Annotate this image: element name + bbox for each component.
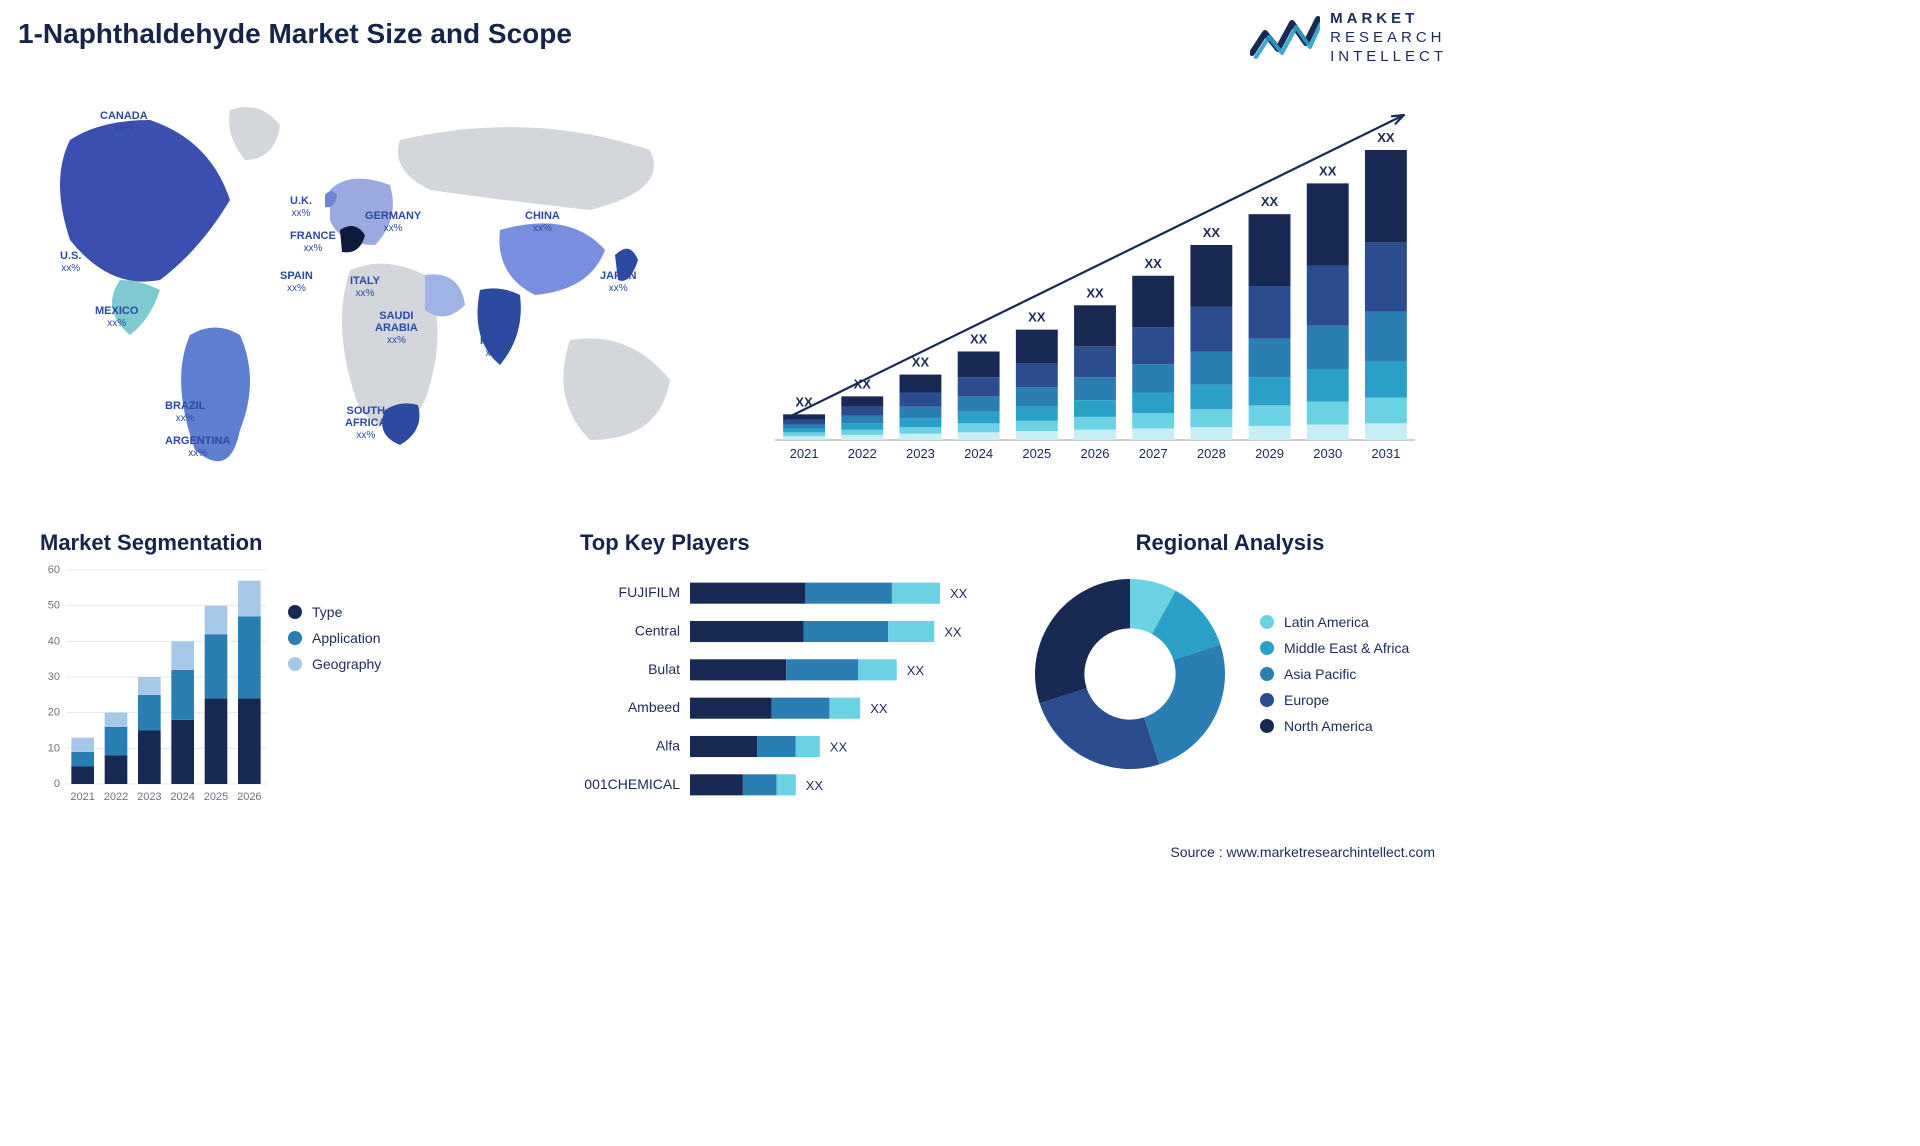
players-panel: Top Key Players FUJIFILM XX Central XX Bulat…	[580, 530, 1000, 809]
segmentation-panel: Market Segmentation 0 10 20 30 40 50 60 2021 202…	[40, 530, 460, 804]
svg-text:XX: XX	[1086, 285, 1104, 300]
logo-mark-icon	[1250, 13, 1320, 63]
logo-text-2: RESEARCH	[1330, 29, 1447, 48]
svg-text:2025: 2025	[204, 791, 228, 803]
page-title: 1-Naphthaldehyde Market Size and Scope	[18, 18, 572, 50]
segmentation-title: Market Segmentation	[40, 530, 460, 556]
svg-text:0: 0	[54, 778, 60, 790]
svg-text:XX: XX	[830, 740, 848, 755]
regional-panel: Regional Analysis Latin America Middle Ea…	[1020, 530, 1440, 784]
svg-text:XX: XX	[1377, 130, 1395, 145]
svg-text:30: 30	[48, 671, 60, 683]
map-label: GERMANYxx%	[365, 210, 421, 234]
logo-text-1: MARKET	[1330, 10, 1447, 29]
segmentation-legend: Type Application Geography	[288, 604, 381, 672]
svg-text:2026: 2026	[237, 791, 261, 803]
players-title: Top Key Players	[580, 530, 1000, 556]
svg-text:XX: XX	[1145, 256, 1163, 271]
map-label: U.K.xx%	[290, 195, 312, 219]
svg-text:Central: Central	[635, 623, 680, 639]
svg-text:2030: 2030	[1313, 446, 1342, 461]
svg-text:2022: 2022	[848, 446, 877, 461]
map-label: SOUTHAFRICAxx%	[345, 405, 387, 441]
map-label: ITALYxx%	[350, 275, 380, 299]
map-label: INDIAxx%	[480, 335, 510, 359]
svg-text:XX: XX	[1261, 194, 1279, 209]
svg-text:Alfa: Alfa	[656, 738, 680, 754]
segmentation-chart: 0 10 20 30 40 50 60 2021 2022 2023 2024 2025 2026	[40, 564, 270, 804]
world-map: CANADAxx% U.S.xx% MEXICOxx% BRAZILxx% ARGENT…	[30, 80, 710, 480]
svg-text:FUJIFILM: FUJIFILM	[619, 584, 680, 600]
svg-text:60: 60	[48, 564, 60, 576]
svg-text:XX: XX	[870, 701, 888, 716]
svg-text:XX: XX	[1028, 310, 1046, 325]
svg-text:XX: XX	[1203, 225, 1221, 240]
legend-item: Europe	[1260, 692, 1409, 708]
legend-item: Application	[288, 630, 381, 646]
svg-text:2025: 2025	[1022, 446, 1051, 461]
regional-title: Regional Analysis	[1020, 530, 1440, 556]
legend-item: North America	[1260, 718, 1409, 734]
legend-item: Type	[288, 604, 381, 620]
svg-text:XX: XX	[970, 331, 988, 346]
map-label: U.S.xx%	[60, 250, 81, 274]
map-label: MEXICOxx%	[95, 305, 138, 329]
svg-text:XX: XX	[944, 625, 962, 640]
svg-text:2031: 2031	[1371, 446, 1400, 461]
regional-legend: Latin America Middle East & Africa Asia Pa…	[1260, 614, 1409, 734]
svg-text:XX: XX	[950, 586, 968, 601]
svg-text:50: 50	[48, 600, 60, 612]
svg-text:XX: XX	[1319, 163, 1337, 178]
svg-text:001CHEMICAL: 001CHEMICAL	[584, 776, 680, 792]
logo-text-3: INTELLECT	[1330, 48, 1447, 67]
svg-text:2026: 2026	[1081, 446, 1110, 461]
svg-text:20: 20	[48, 707, 60, 719]
map-label: CHINAxx%	[525, 210, 560, 234]
svg-text:2027: 2027	[1139, 446, 1168, 461]
svg-text:XX: XX	[912, 355, 930, 370]
brand-logo: MARKET RESEARCH INTELLECT	[1250, 10, 1447, 66]
svg-text:XX: XX	[907, 663, 925, 678]
svg-text:2021: 2021	[790, 446, 819, 461]
players-chart: FUJIFILM XX Central XX Bulat XX Ambeed XX Alfa XX…	[580, 564, 980, 804]
svg-text:2021: 2021	[70, 791, 94, 803]
regional-donut-chart	[1020, 564, 1240, 784]
svg-text:2024: 2024	[964, 446, 993, 461]
svg-text:Bulat: Bulat	[648, 661, 680, 677]
map-label: CANADAxx%	[100, 110, 148, 134]
source-attribution: Source : www.marketresearchintellect.com	[1170, 844, 1435, 860]
svg-text:2023: 2023	[906, 446, 935, 461]
svg-text:2029: 2029	[1255, 446, 1284, 461]
map-label: ARGENTINAxx%	[165, 435, 230, 459]
map-label: BRAZILxx%	[165, 400, 205, 424]
svg-text:2023: 2023	[137, 791, 161, 803]
map-label: JAPANxx%	[600, 270, 636, 294]
map-label: FRANCExx%	[290, 230, 336, 254]
map-label: SAUDIARABIAxx%	[375, 310, 418, 346]
svg-text:2022: 2022	[104, 791, 128, 803]
svg-text:2024: 2024	[170, 791, 194, 803]
market-size-bar-chart: XX 2021 XX 2022 XX 2023 XX 2024 XX 2025 XX 2026 XX 20…	[765, 90, 1425, 470]
map-label: SPAINxx%	[280, 270, 313, 294]
svg-text:XX: XX	[806, 778, 824, 793]
legend-item: Asia Pacific	[1260, 666, 1409, 682]
svg-text:2028: 2028	[1197, 446, 1226, 461]
svg-text:Ambeed: Ambeed	[628, 699, 680, 715]
svg-text:40: 40	[48, 635, 60, 647]
legend-item: Middle East & Africa	[1260, 640, 1409, 656]
legend-item: Latin America	[1260, 614, 1409, 630]
legend-item: Geography	[288, 656, 381, 672]
svg-text:10: 10	[48, 742, 60, 754]
